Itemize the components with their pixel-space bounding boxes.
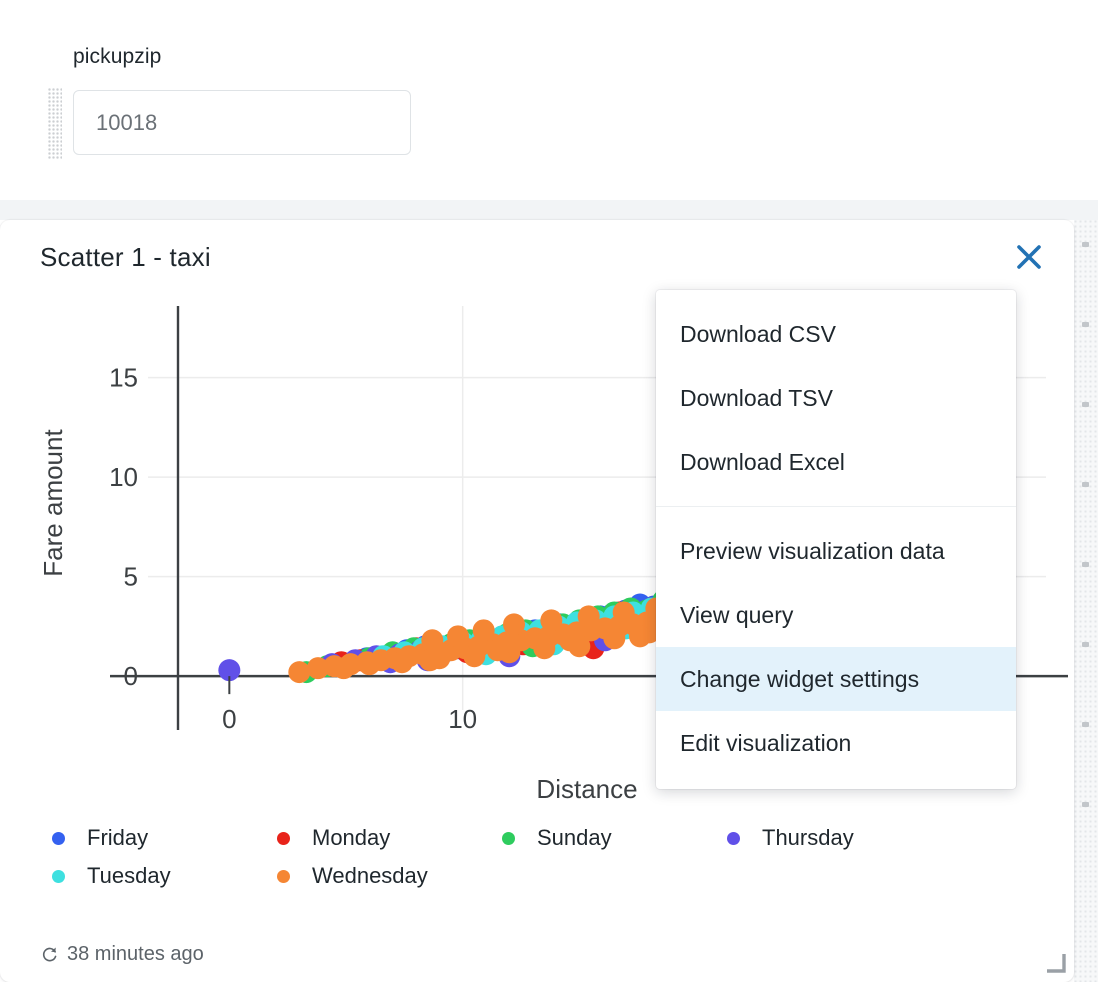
chart-legend: Friday Monday Sunday Thursday Tuesday Wednesd… (52, 825, 1012, 889)
rail-tick (1082, 722, 1089, 727)
data-point (533, 637, 556, 660)
bottom-strip (0, 982, 1098, 994)
menu-item-edit-visualization[interactable]: Edit visualization (680, 729, 852, 756)
legend-item-wednesday[interactable]: Wednesday (277, 863, 502, 889)
legend-item-label: Thursday (762, 825, 854, 850)
menu-item-download-tsv[interactable]: Download TSV (680, 384, 833, 411)
data-point (421, 629, 444, 652)
legend-item-label: Wednesday (312, 863, 428, 888)
parameter-label: pickupzip (73, 45, 162, 68)
drag-dots-icon[interactable] (48, 88, 62, 160)
menu-item-download-csv[interactable]: Download CSV (680, 320, 836, 347)
legend-item-sunday[interactable]: Sunday (502, 825, 727, 851)
rail-tick (1082, 322, 1089, 327)
widget-title: Scatter 1 - taxi (40, 242, 211, 272)
legend-swatch-icon (52, 869, 65, 883)
x-axis-title: Distance (536, 774, 637, 804)
refresh-icon[interactable] (40, 945, 59, 964)
data-point (629, 625, 651, 648)
data-point (559, 629, 581, 652)
data-point (391, 651, 413, 674)
legend-item-label: Friday (87, 825, 149, 850)
legend-item-label: Monday (312, 825, 391, 850)
data-point (332, 657, 355, 680)
parameter-panel: pickupzip (0, 0, 1098, 200)
legend-swatch-icon (727, 831, 740, 845)
y-axis-title: Fare amount (38, 429, 68, 577)
rail-tick (1082, 402, 1089, 407)
rail-tick (1082, 642, 1089, 647)
data-point (577, 605, 600, 628)
menu-item-view-query[interactable]: View query (680, 601, 794, 628)
legend-item-monday[interactable]: Monday (277, 825, 502, 851)
data-point (503, 613, 525, 636)
rail-tick (1082, 802, 1089, 807)
x-tick-label: 10 (448, 704, 477, 734)
data-point (419, 649, 441, 672)
section-divider-band (0, 200, 1098, 220)
x-tick-label: 0 (222, 704, 236, 734)
data-point (472, 619, 495, 642)
data-point (463, 645, 486, 668)
menu-item-preview-visualization-data[interactable]: Preview visualization data (680, 537, 945, 564)
menu-item-download-excel[interactable]: Download Excel (680, 448, 845, 475)
last-refresh-time: 38 minutes ago (67, 943, 204, 965)
pickupzip-input[interactable] (73, 90, 411, 155)
data-point (288, 661, 311, 684)
rail-tick (1082, 242, 1089, 247)
data-point (486, 639, 509, 662)
y-tick-label: 10 (109, 462, 138, 492)
widget-footer: 38 minutes ago (40, 943, 204, 966)
legend-item-label: Tuesday (87, 863, 171, 888)
data-point (218, 659, 241, 682)
data-point (612, 601, 635, 624)
rail-tick (1082, 562, 1089, 567)
data-point (358, 653, 381, 676)
data-point (603, 627, 626, 650)
y-tick-label: 0 (124, 661, 138, 691)
y-tick-label: 5 (124, 562, 138, 592)
resize-corner-icon[interactable] (1044, 952, 1066, 974)
legend-swatch-icon (502, 831, 515, 845)
legend-item-tuesday[interactable]: Tuesday (52, 863, 277, 889)
legend-swatch-icon (277, 831, 290, 845)
data-point (540, 609, 563, 632)
data-point (307, 657, 329, 680)
legend-item-thursday[interactable]: Thursday (727, 825, 952, 851)
rail-tick (1082, 482, 1089, 487)
legend-item-friday[interactable]: Friday (52, 825, 277, 851)
y-tick-label: 15 (109, 363, 138, 393)
widget-context-menu[interactable]: Download CSV Download TSV Download Excel Pr… (656, 290, 1016, 789)
close-icon[interactable] (1006, 234, 1052, 280)
legend-swatch-icon (52, 831, 65, 845)
resize-rail[interactable] (1074, 220, 1098, 994)
legend-swatch-icon (277, 869, 290, 883)
menu-item-change-widget-settings[interactable]: Change widget settings (656, 647, 1016, 711)
legend-item-label: Sunday (537, 825, 612, 850)
menu-separator (656, 506, 1016, 507)
data-point (447, 625, 469, 648)
